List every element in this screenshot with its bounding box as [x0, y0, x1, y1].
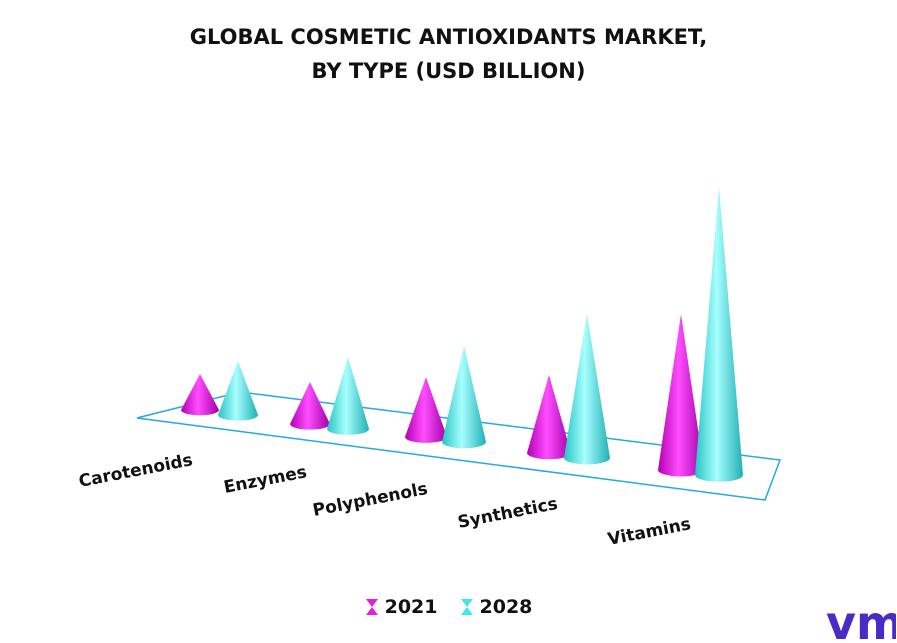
chart-title-line-2: BY TYPE (USD BILLION): [311, 59, 586, 83]
legend-swatch-2021: [365, 599, 378, 615]
cone-synthetics-2021: [527, 375, 571, 460]
cone-polyphenols-2021: [405, 377, 447, 443]
logo-text: vmr: [826, 603, 896, 643]
category-label-carotenoids: Carotenoids: [77, 450, 194, 492]
cone-enzymes-2021: [290, 382, 330, 430]
cone-vitamins-2021: [658, 314, 704, 477]
category-label-synthetics: Synthetics: [456, 494, 559, 533]
category-label-enzymes: Enzymes: [222, 462, 308, 498]
cone-synthetics-2028: [564, 314, 610, 465]
chart-title: GLOBAL COSMETIC ANTIOXIDANTS MARKET, BY …: [0, 20, 897, 88]
vmr-logo: vmr: [826, 603, 896, 643]
legend: 2021 2028: [0, 596, 897, 618]
cone-enzymes-2028: [327, 357, 369, 435]
legend-label-2028: 2028: [479, 596, 533, 618]
legend-item-2021: 2021: [365, 596, 438, 618]
chart-cones: [181, 187, 743, 482]
cone-carotenoids-2021: [181, 374, 219, 416]
cone-polyphenols-2028: [442, 346, 486, 449]
category-label-vitamins: Vitamins: [606, 514, 692, 550]
legend-item-2028: 2028: [460, 596, 533, 618]
cone-carotenoids-2028: [218, 361, 258, 421]
chart-title-line-1: GLOBAL COSMETIC ANTIOXIDANTS MARKET,: [189, 25, 708, 49]
cone-vitamins-2028: [695, 187, 743, 482]
legend-swatch-2028: [460, 599, 473, 615]
category-labels: Carotenoids Enzymes Polyphenols Synthetics V…: [77, 450, 692, 550]
legend-label-2021: 2021: [384, 596, 438, 618]
category-label-polyphenols: Polyphenols: [311, 479, 429, 521]
